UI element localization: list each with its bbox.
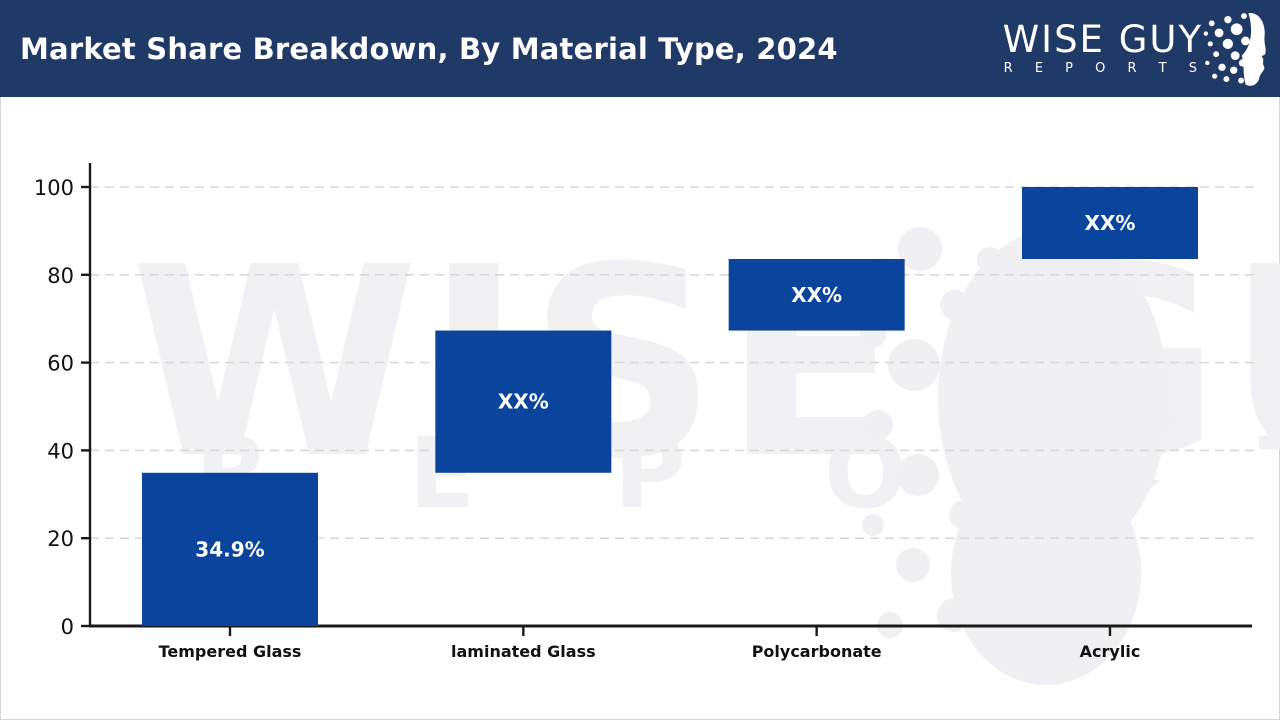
logo-text: WISE GUY R E P O R T S <box>1000 21 1206 76</box>
bar-segment <box>142 472 318 626</box>
logo-head-icon <box>1203 12 1266 86</box>
wiseguy-logo: WISE GUY R E P O R T S <box>1000 6 1266 92</box>
y-tick-label: 80 <box>47 264 74 288</box>
watermark-head-icon <box>860 227 1176 685</box>
y-tick-label: 0 <box>61 615 74 639</box>
logo-wordmark: WISE GUY <box>1002 18 1204 61</box>
x-tick-label: laminated Glass <box>451 642 596 661</box>
page-title: Market Share Breakdown, By Material Type… <box>20 31 838 66</box>
y-tick-label: 100 <box>34 176 74 200</box>
x-tick-label: Polycarbonate <box>752 642 882 661</box>
bar-segment <box>1021 187 1198 259</box>
logo-subtext: R E P O R T S <box>1003 61 1206 76</box>
x-tick-label: Acrylic <box>1080 642 1141 661</box>
x-tick-label: Tempered Glass <box>159 642 302 661</box>
y-tick-label: 20 <box>47 527 74 551</box>
bar-segment <box>435 330 612 473</box>
bar-value-label: XX% <box>791 283 842 307</box>
header-band: Market Share Breakdown, By Material Type… <box>0 0 1280 97</box>
bar-value-label: 34.9% <box>195 537 264 561</box>
bar-value-label: XX% <box>498 390 549 414</box>
bar-segment <box>728 258 905 331</box>
bar-value-label: XX% <box>1085 211 1136 235</box>
y-tick-label: 60 <box>47 352 74 376</box>
y-tick-label: 40 <box>47 439 74 463</box>
